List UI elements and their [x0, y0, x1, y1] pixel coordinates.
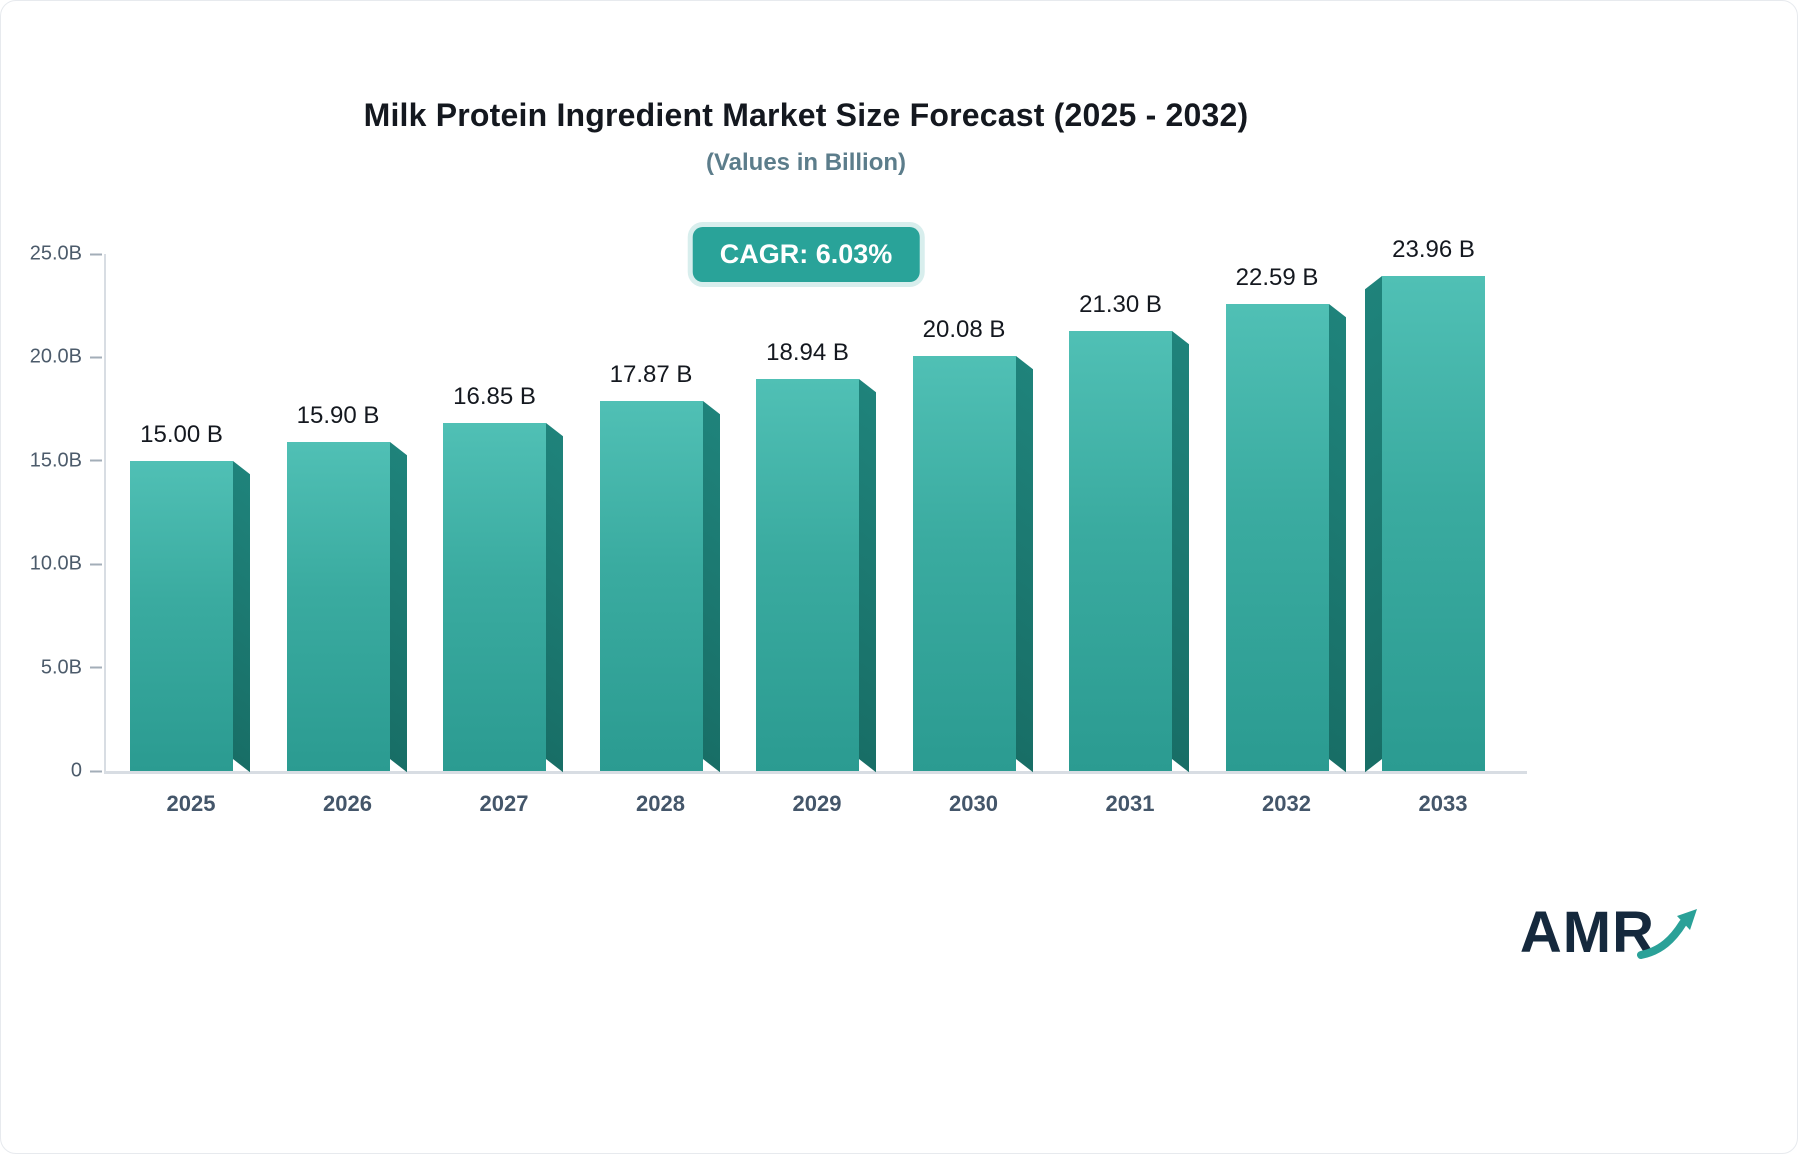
y-tick-label: 5.0B — [40, 656, 82, 679]
bar-value-label: 15.90 B — [296, 402, 380, 430]
x-axis-label-2028: 2028 — [636, 791, 685, 816]
x-axis-line — [104, 771, 1527, 774]
plot-area: 25.0B 20.0B 15.0B 10.0B 5.0B 0 15.00 B 2025 15.… — [30, 236, 1527, 816]
bar-group-2026: 15.90 B 2026 — [286, 254, 409, 816]
y-tick: 20.0B — [2, 346, 102, 369]
chart-title: Milk Protein Ingredient Market Size Fore… — [363, 97, 1249, 133]
y-tick-mark — [90, 356, 102, 359]
bar-2027: 16.85 B — [443, 383, 563, 773]
y-tick-mark — [90, 459, 102, 462]
y-tick: 15.0B — [2, 449, 102, 472]
bar-value-label: 18.94 B — [766, 339, 849, 367]
bar-value-label: 22.59 B — [1235, 263, 1319, 291]
y-tick-label: 15.0B — [29, 449, 82, 472]
bar-value-label: 15.00 B — [140, 420, 223, 448]
bar-2025: 15.00 B — [130, 421, 250, 773]
bar-value-label: 23.96 B — [1392, 235, 1475, 263]
chart-subtitle: (Values in Billion) — [705, 149, 907, 176]
growth-arrow-icon — [1637, 908, 1697, 959]
y-tick-mark — [90, 253, 102, 255]
bar-side-face — [1015, 355, 1033, 773]
bar-value-label: 21.30 B — [1079, 290, 1162, 318]
bar-side-face — [233, 460, 250, 773]
bar-group-2030: 20.08 B 2030 — [912, 254, 1035, 816]
x-axis-label-2026: 2026 — [323, 791, 372, 816]
bar-2032: 22.59 B — [1225, 264, 1346, 773]
bar-2029: 18.94 B — [756, 339, 876, 773]
x-axis-label-2027: 2027 — [479, 791, 529, 816]
y-axis-ticks: 25.0B 20.0B 15.0B 10.0B 5.0B 0 — [30, 243, 1524, 782]
bar-side-face — [1365, 275, 1382, 773]
y-tick: 25.0B — [2, 243, 102, 266]
y-tick-label: 20.0B — [29, 345, 82, 368]
y-tick-mark — [90, 666, 102, 669]
y-tick-label: 0 — [70, 759, 82, 782]
bar-side-face — [702, 401, 720, 773]
brand-logo: AMR — [1520, 899, 1705, 966]
bar-2031: 21.30 B — [1069, 291, 1189, 773]
y-tick: 10.0B — [2, 553, 102, 576]
y-tick-label: 25.0B — [29, 242, 82, 265]
y-tick-label: 10.0B — [29, 552, 82, 575]
y-tick-mark — [90, 770, 102, 772]
bar-side-face — [546, 422, 563, 773]
x-axis-label-2031: 2031 — [1105, 791, 1155, 816]
bar-group-2029: 18.94 B 2029 — [756, 254, 878, 816]
brand-logo-text: AMR — [1519, 900, 1655, 965]
bar-2030: 20.08 B — [912, 316, 1033, 773]
bar-group-2031: 21.30 B 2031 — [1069, 254, 1191, 816]
x-axis-label-2029: 2029 — [792, 791, 842, 816]
y-tick: 5.0B — [2, 656, 102, 679]
bar-value-label: 20.08 B — [922, 315, 1006, 343]
x-axis-label-2030: 2030 — [949, 791, 998, 816]
bar-value-label: 17.87 B — [609, 361, 693, 389]
bar-group-2025: 15.00 B 2025 — [130, 254, 252, 816]
x-axis-label-2025: 2025 — [166, 791, 216, 816]
cagr-badge: CAGR: 6.03% — [692, 227, 920, 282]
bar-group-2032: 22.59 B 2032 — [1225, 254, 1348, 816]
bar-value-label: 16.85 B — [453, 382, 536, 410]
bar-group-2033: 23.96 B 2033 — [1365, 236, 1504, 816]
bar-2033: 23.96 B — [1365, 236, 1485, 773]
bar-side-face — [1172, 330, 1189, 773]
bars: 15.00 B 2025 15.90 B 2026 16.85 B 2027 17.87 B… — [130, 236, 1504, 816]
bar-side-face — [1328, 303, 1346, 773]
x-axis-label-2033: 2033 — [1418, 791, 1468, 816]
bar-2026: 15.90 B — [286, 402, 407, 773]
x-axis-label-2032: 2032 — [1262, 791, 1311, 816]
bar-2028: 17.87 B — [599, 361, 720, 773]
bar-group-2028: 17.87 B 2028 — [599, 254, 722, 816]
bar-side-face — [859, 379, 876, 773]
bar-side-face — [389, 442, 407, 773]
bar-group-2027: 16.85 B 2027 — [443, 254, 565, 816]
y-tick-mark — [90, 563, 102, 566]
y-tick: 0 — [2, 760, 102, 783]
